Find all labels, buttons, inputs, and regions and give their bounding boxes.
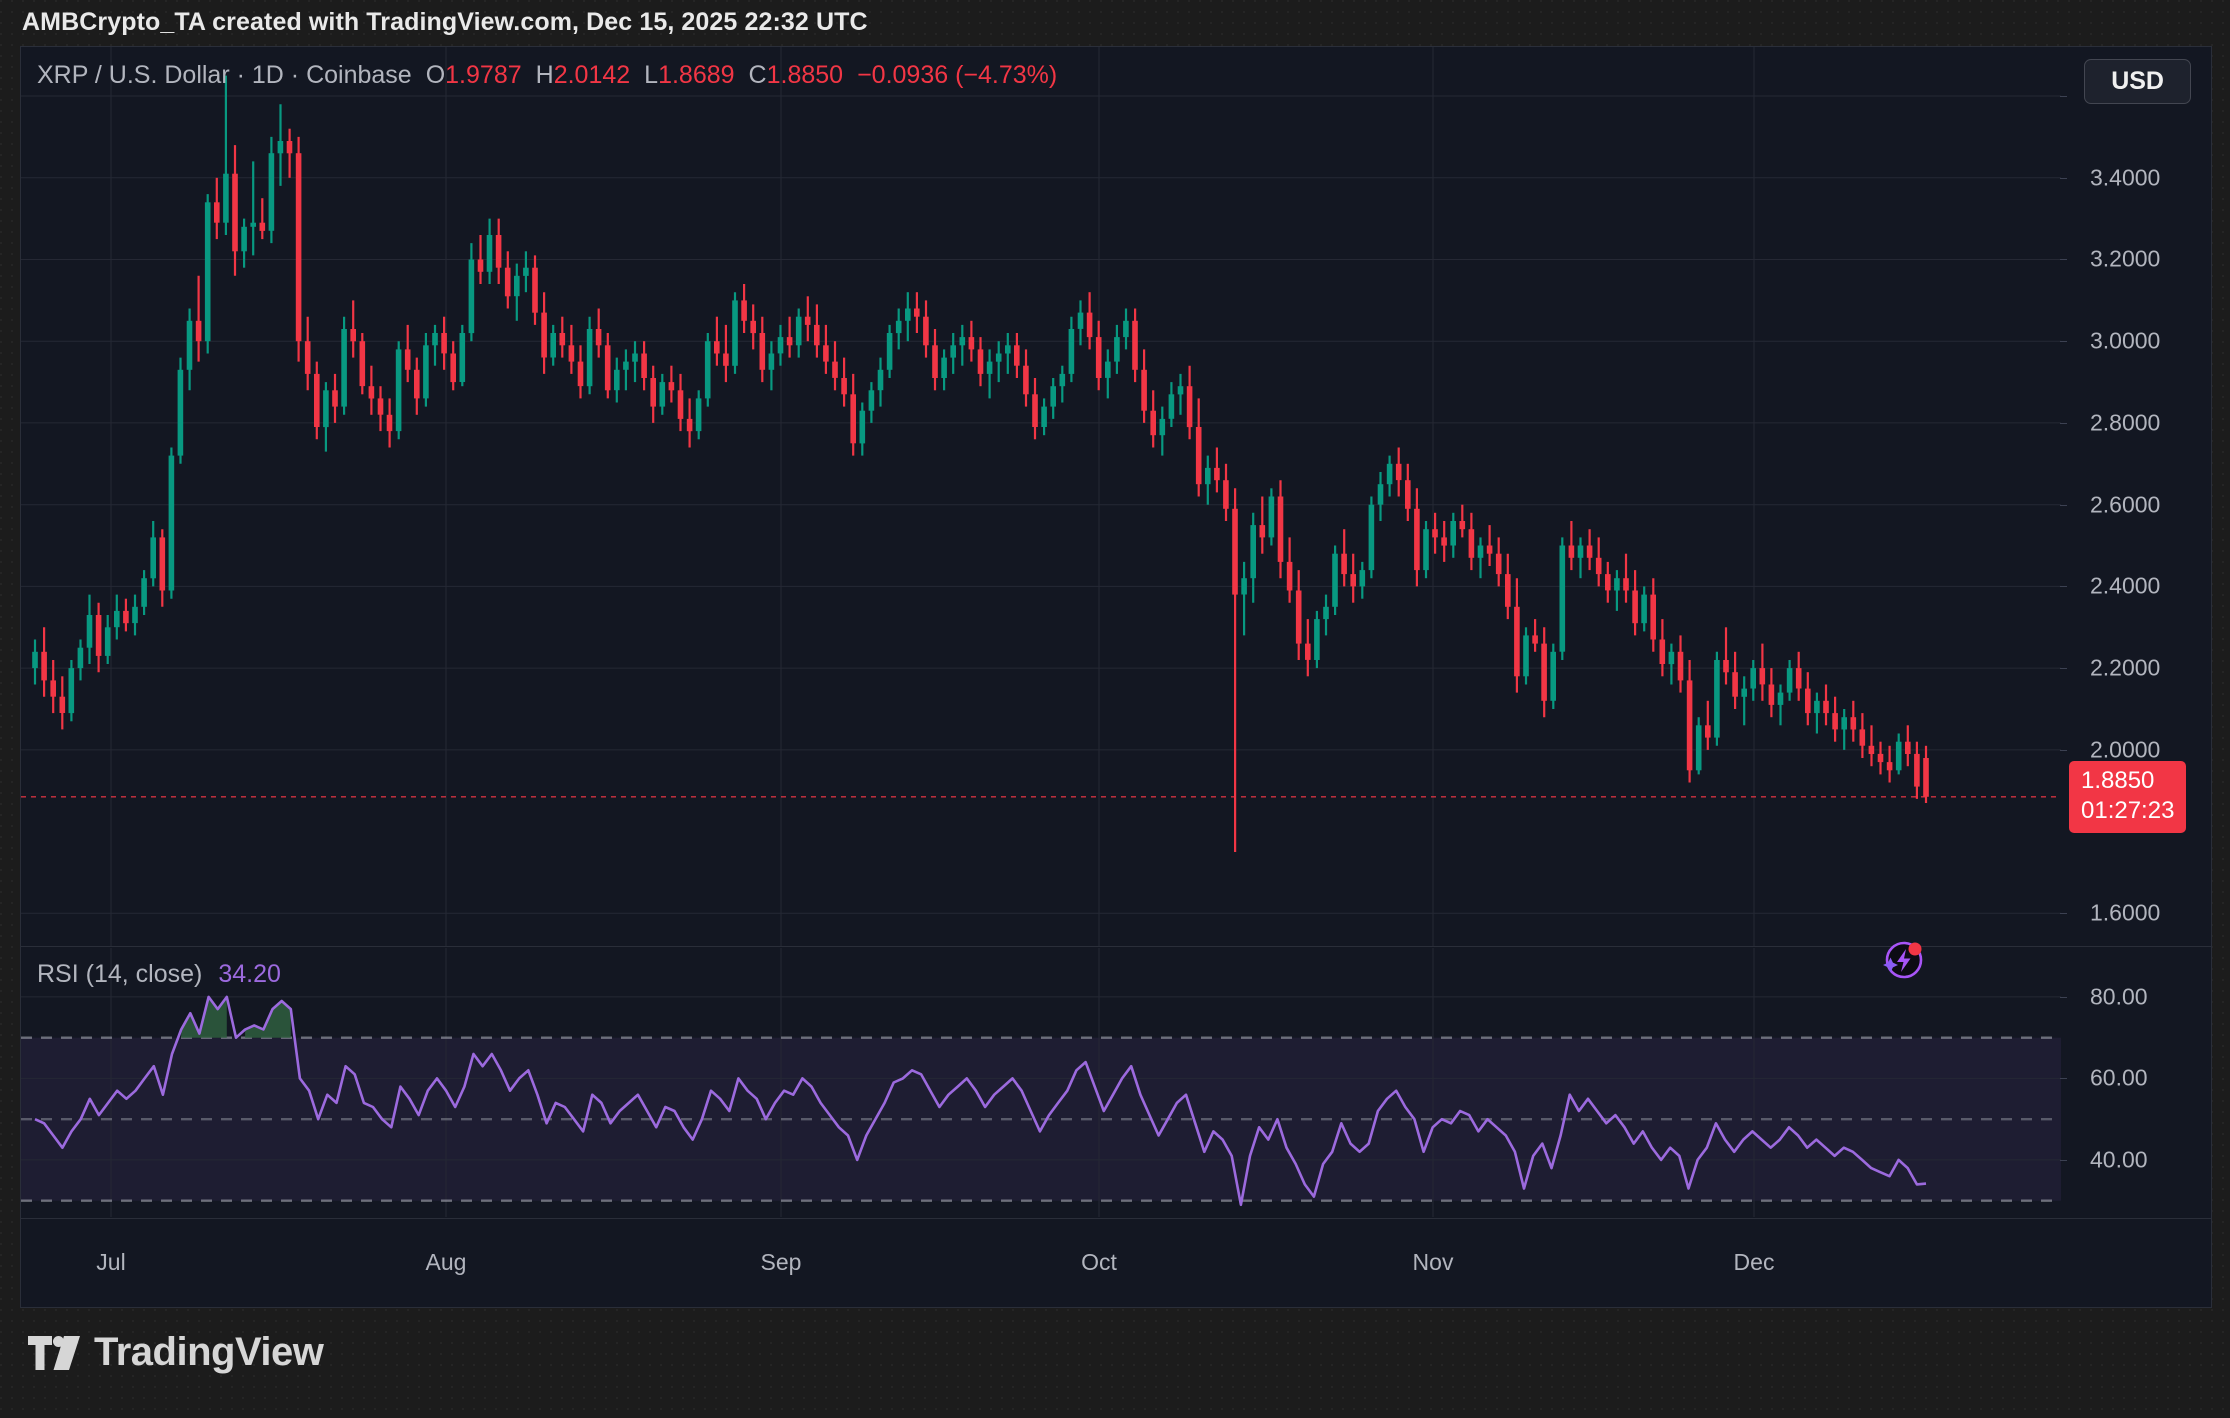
time-axis-label: Sep [760, 1249, 802, 1275]
chart-frame: 3.60003.40003.20003.00002.80002.60002.40… [20, 46, 2212, 1308]
price-axis-label: 2.0000 [2090, 736, 2161, 763]
candlestick-series [21, 47, 2061, 946]
tradingview-logo-icon [28, 1335, 80, 1370]
time-axis-label: Jul [96, 1249, 126, 1275]
rsi-plot-area[interactable] [21, 948, 2061, 1217]
rsi-title[interactable]: RSI (14, close) [37, 960, 203, 988]
legend-symbol[interactable]: XRP / U.S. Dollar [37, 61, 230, 89]
time-axis-label: Nov [1412, 1249, 1454, 1275]
countdown-value: 01:27:23 [2081, 796, 2175, 824]
legend-low-value: 1.8689 [658, 61, 735, 89]
time-axis-label: Oct [1081, 1249, 1117, 1275]
price-axis-tick [2060, 259, 2067, 261]
price-axis-label: 1.6000 [2090, 899, 2161, 926]
price-axis-tick [2060, 668, 2067, 670]
ai-sparkle-lightning-icon[interactable] [1871, 932, 1927, 988]
last-price-value: 1.8850 [2081, 766, 2155, 794]
tradingview-wordmark: TradingView [94, 1330, 324, 1374]
last-price-badge[interactable]: 1.8850 01:27:23 [2069, 760, 2187, 833]
price-axis-label: 3.0000 [2090, 327, 2161, 354]
price-plot-area[interactable] [21, 47, 2061, 946]
legend-change: −0.0936 (−4.73%) [857, 61, 1058, 89]
price-axis-tick [2060, 422, 2067, 424]
price-axis-tick [2060, 913, 2067, 915]
legend-close-label: C [748, 61, 767, 89]
pane-separator[interactable] [21, 946, 2211, 947]
legend-low-label: L [644, 61, 659, 89]
price-axis-tick [2060, 749, 2067, 751]
time-axis-label: Aug [425, 1249, 467, 1275]
rsi-axis-label: 80.00 [2090, 983, 2148, 1010]
price-axis-label: 2.8000 [2090, 409, 2161, 436]
rsi-axis[interactable]: 80.00 60.00 40.00 [2060, 948, 2211, 1217]
price-axis-label: 3.2000 [2090, 245, 2161, 272]
price-axis-label: 2.4000 [2090, 572, 2161, 599]
rsi-axis-label: 60.00 [2090, 1064, 2148, 1091]
tradingview-logo[interactable]: TradingView [28, 1330, 324, 1375]
legend-open-label: O [425, 61, 446, 89]
rsi-axis-label: 40.00 [2090, 1146, 2148, 1173]
rsi-series [21, 948, 2061, 1217]
rsi-axis-tick [2060, 1159, 2067, 1161]
rsi-axis-tick [2060, 1078, 2067, 1080]
legend-sep-1: · [229, 61, 252, 89]
price-axis-tick [2060, 586, 2067, 588]
price-axis-label: 2.6000 [2090, 491, 2161, 518]
time-axis-label: Dec [1733, 1249, 1775, 1275]
currency-badge[interactable]: USD [2084, 59, 2191, 104]
price-axis-tick [2060, 177, 2067, 179]
rsi-axis-tick [2060, 996, 2067, 998]
rsi-pane[interactable]: 80.00 60.00 40.00 RSI (14, close) 34.20 [21, 948, 2211, 1217]
price-axis-tick [2060, 341, 2067, 343]
legend-open-value: 1.9787 [445, 61, 522, 89]
legend-exchange[interactable]: Coinbase [306, 61, 412, 89]
legend-high-value: 2.0142 [553, 61, 631, 89]
price-legend: XRP / U.S. Dollar · 1D · Coinbase O1.9787… [37, 61, 1057, 90]
legend-sep-2: · [283, 61, 307, 89]
price-axis[interactable]: 3.60003.40003.20003.00002.80002.60002.40… [2060, 47, 2211, 946]
price-axis-tick [2060, 504, 2067, 506]
legend-high-label: H [535, 61, 554, 89]
price-pane[interactable]: 3.60003.40003.20003.00002.80002.60002.40… [21, 47, 2211, 946]
price-axis-label: 3.4000 [2090, 164, 2161, 191]
price-axis-tick [2060, 96, 2067, 98]
rsi-value: 34.20 [218, 960, 281, 988]
attribution-text: AMBCrypto_TA created with TradingView.co… [22, 8, 868, 36]
time-axis[interactable]: Jul Aug Sep Oct Nov Dec [21, 1218, 2211, 1307]
price-axis-label: 2.2000 [2090, 654, 2161, 681]
legend-close-value: 1.8850 [766, 61, 844, 89]
rsi-legend: RSI (14, close) 34.20 [37, 960, 281, 989]
legend-interval[interactable]: 1D [251, 61, 284, 89]
